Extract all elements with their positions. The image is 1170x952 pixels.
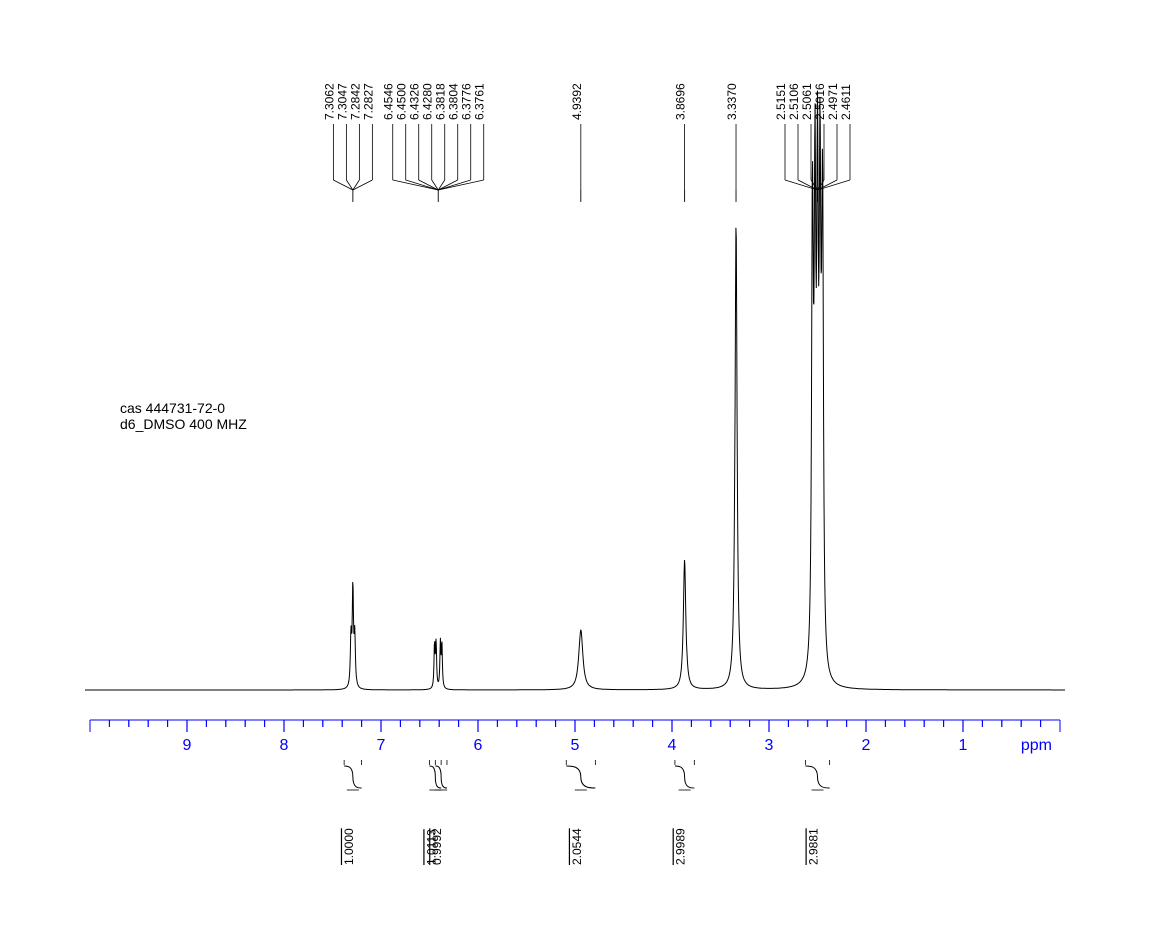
axis-label: ppm [1021,737,1052,754]
axis-tick-label: 1 [959,737,968,754]
axis-tick-label: 6 [474,737,483,754]
axis-tick-label: 5 [571,737,580,754]
peak-label: 2.5016 [813,83,827,120]
peak-label: 3.3370 [725,83,739,120]
sample-info-line1: cas 444731-72-0 [120,400,247,416]
nmr-svg: 1 2 3 4 5 6 7 8 9 ppm 7.30627.30477.28427.2827 6.45… [0,0,1170,952]
peak-label: 6.3761 [473,83,487,120]
peak-label: 6.4326 [408,83,422,120]
peak-label: 2.5106 [787,83,801,120]
peak-label: 2.4971 [826,83,840,120]
peak-label: 6.4500 [395,83,409,120]
integral-curve [566,766,595,788]
integral-value: 1.0000 [342,828,356,865]
peak-label: 7.2842 [348,83,362,120]
integral-curve [344,766,361,788]
axis-tick-label: 4 [668,737,677,754]
peak-label: 2.4611 [839,84,853,120]
axis-tick-label: 3 [765,737,774,754]
peak-label: 2.5061 [800,83,814,120]
spectrum-trace [90,91,1060,690]
peak-label: 7.2827 [361,83,375,120]
integral-value: 2.9989 [674,828,688,865]
integral-value: 2.9881 [807,828,821,865]
peak-label: 7.3062 [322,83,336,120]
axis-tick-label: 2 [862,737,871,754]
peak-label: 6.3818 [434,83,448,120]
peak-label: 6.4280 [421,83,435,120]
integral-value: 2.0544 [570,828,584,865]
sample-info: cas 444731-72-0 d6_DMSO 400 MHZ [120,400,247,432]
axis-tick-label: 7 [377,737,386,754]
integral-curve [675,766,694,788]
axis-tick-label: 9 [183,737,192,754]
peak-label: 3.8696 [674,83,688,120]
peak-label: 6.3804 [447,83,461,120]
peak-label: 4.9392 [570,83,584,120]
integral-curve [430,766,442,788]
integral-curve [805,766,829,788]
integral-curve [435,766,447,788]
integral-value: 0.9992 [430,828,444,865]
peak-label: 2.5151 [774,83,788,120]
nmr-chart-container: 1 2 3 4 5 6 7 8 9 ppm 7.30627.30477.28427.2827 6.45… [0,0,1170,952]
axis-tick-label: 8 [280,737,289,754]
peak-label: 6.3776 [460,83,474,120]
peak-label: 7.3047 [335,83,349,120]
sample-info-line2: d6_DMSO 400 MHZ [120,416,247,432]
peak-label: 6.4546 [382,83,396,120]
